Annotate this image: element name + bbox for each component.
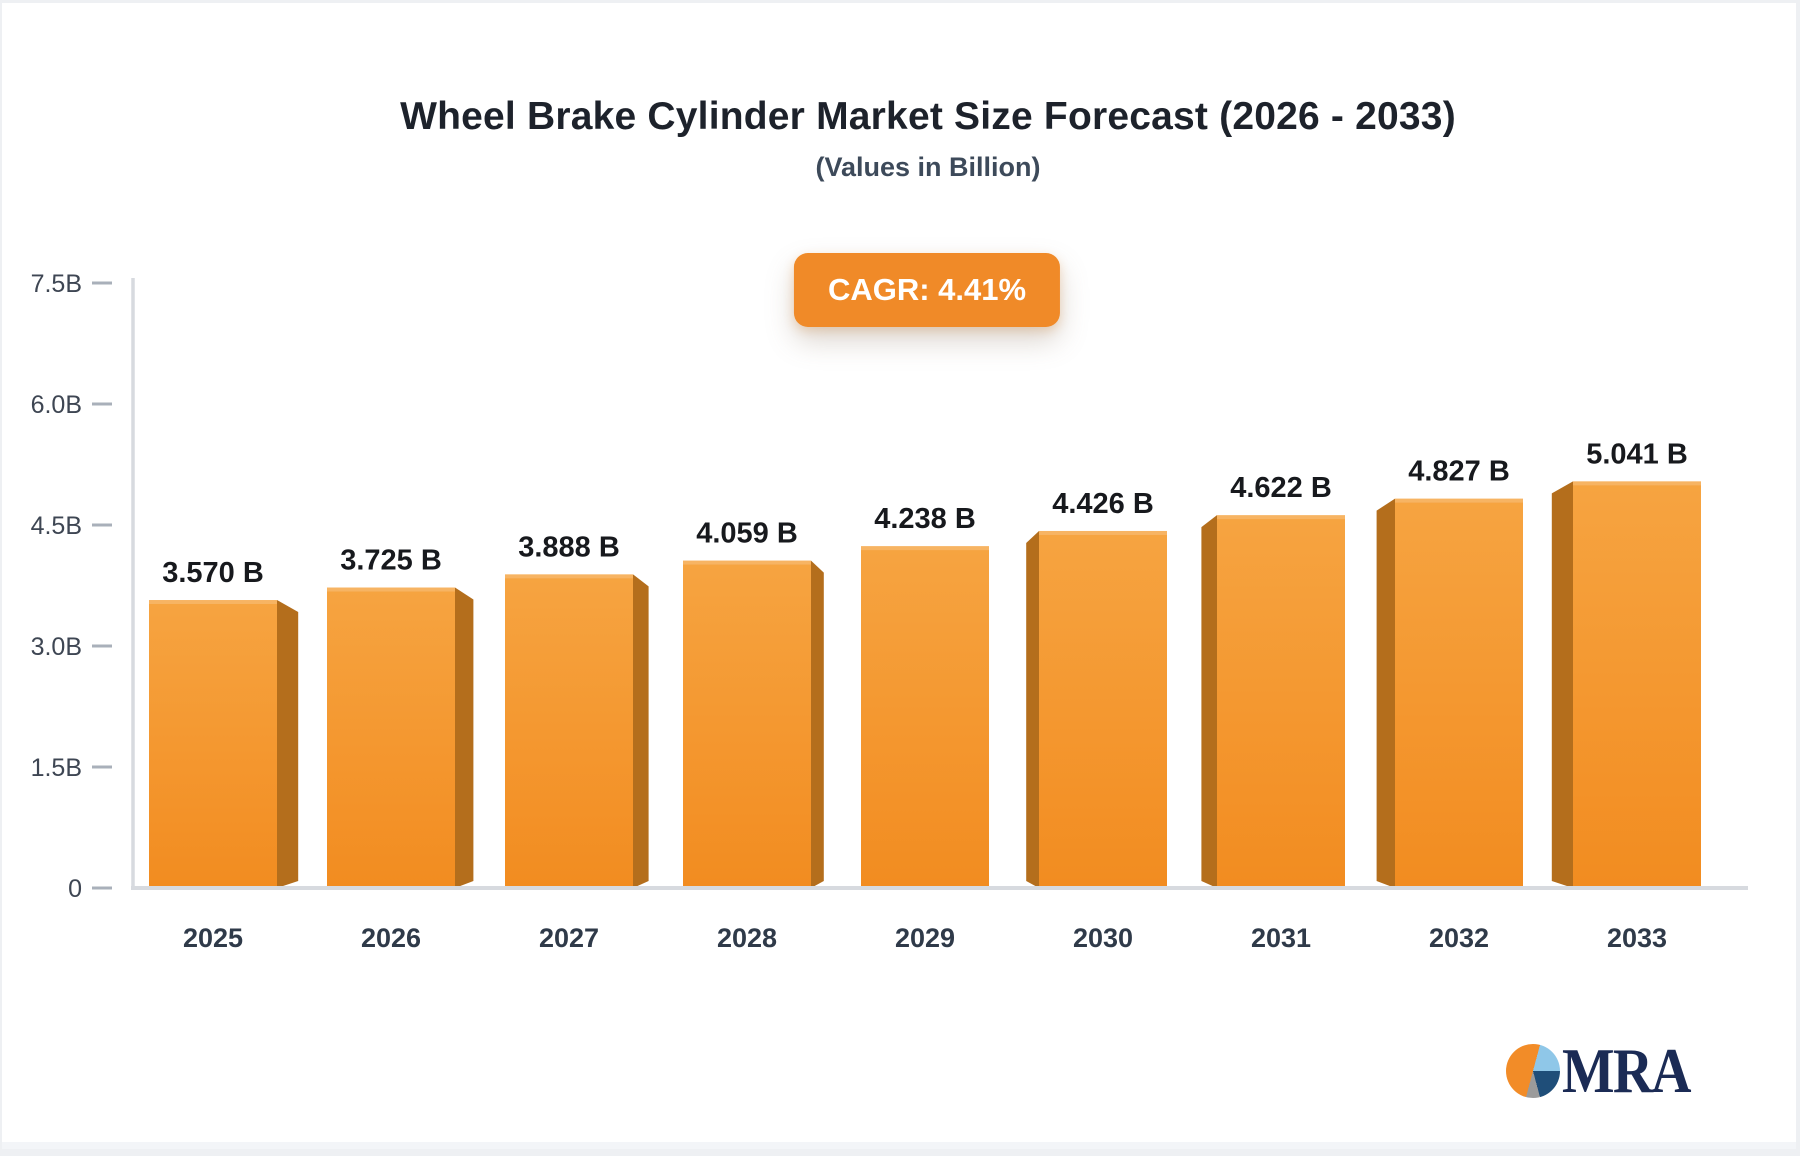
bar-front-face bbox=[327, 587, 455, 888]
bar-value-label: 4.238 B bbox=[874, 503, 976, 535]
y-axis-label: 3.0B bbox=[31, 633, 82, 661]
bar-2033: 5.041 B 2033 bbox=[1551, 438, 1701, 953]
cagr-badge-label: CAGR: 4.41% bbox=[827, 272, 1027, 307]
bar-top-highlight bbox=[327, 587, 455, 592]
bar-top-highlight bbox=[1217, 515, 1345, 520]
x-axis-label: 2029 bbox=[895, 923, 955, 953]
bar-front-face bbox=[505, 574, 633, 888]
bar-value-label: 3.725 B bbox=[340, 545, 442, 577]
y-axis-label: 0 bbox=[68, 875, 82, 903]
bar-front-face bbox=[1039, 530, 1167, 888]
x-axis-label: 2028 bbox=[717, 923, 777, 953]
mra-logo: MRA bbox=[1506, 1039, 1709, 1103]
x-axis-label: 2032 bbox=[1429, 923, 1489, 953]
bar-2032: 4.827 B 2032 bbox=[1376, 456, 1523, 953]
bar-side-face bbox=[1376, 498, 1395, 888]
bar-2031: 4.622 B 2031 bbox=[1201, 472, 1345, 953]
y-axis-label: 6.0B bbox=[31, 391, 82, 419]
y-axis-label: 1.5B bbox=[31, 754, 82, 782]
bar-value-label: 4.622 B bbox=[1230, 472, 1332, 504]
bar-2030: 4.426 B 2030 bbox=[1026, 488, 1167, 953]
pie-chart-logo-icon bbox=[1506, 1044, 1560, 1098]
bar-front-face bbox=[149, 600, 277, 888]
bar-value-label: 5.041 B bbox=[1586, 438, 1688, 470]
bar-front-face bbox=[861, 546, 989, 888]
bar-side-face bbox=[277, 600, 299, 888]
bar-side-face bbox=[1551, 481, 1573, 888]
bar-2029: 4.238 B 2029 bbox=[861, 503, 989, 953]
bar-side-face bbox=[633, 574, 649, 888]
bar-value-label: 3.570 B bbox=[162, 557, 264, 589]
bar-2025: 3.570 B 2025 bbox=[149, 557, 299, 953]
cagr-badge: CAGR: 4.41% bbox=[793, 253, 1061, 327]
bar-top-highlight bbox=[1573, 481, 1701, 486]
bar-top-highlight bbox=[505, 574, 633, 579]
bar-2027: 3.888 B 2027 bbox=[505, 531, 649, 953]
x-axis-label: 2025 bbox=[183, 923, 243, 953]
x-axis-label: 2026 bbox=[361, 923, 421, 953]
bar-top-highlight bbox=[861, 546, 989, 551]
x-axis-label: 2031 bbox=[1251, 923, 1311, 953]
bar-value-label: 4.827 B bbox=[1408, 456, 1510, 488]
bar-value-label: 3.888 B bbox=[518, 531, 620, 563]
bar-2026: 3.725 B 2026 bbox=[327, 545, 474, 953]
bar-side-face bbox=[1201, 515, 1217, 888]
x-axis-label: 2030 bbox=[1073, 923, 1133, 953]
card-bottom-edge bbox=[2, 1142, 1796, 1149]
bar-side-face bbox=[1026, 530, 1039, 888]
bar-front-face bbox=[1573, 481, 1701, 888]
bar-top-highlight bbox=[1039, 530, 1167, 535]
bar-top-highlight bbox=[149, 600, 277, 605]
bar-2028: 4.059 B 2028 bbox=[683, 518, 824, 953]
bar-top-highlight bbox=[683, 560, 811, 565]
x-axis-label: 2027 bbox=[539, 923, 599, 953]
bar-front-face bbox=[1395, 498, 1523, 888]
chart-card: Wheel Brake Cylinder Market Size Forecas… bbox=[2, 3, 1796, 1149]
x-axis-label: 2033 bbox=[1607, 923, 1667, 953]
bar-side-face bbox=[811, 560, 824, 888]
bar-top-highlight bbox=[1395, 498, 1523, 503]
bar-front-face bbox=[1217, 515, 1345, 888]
y-axis-label: 7.5B bbox=[31, 270, 82, 298]
mra-logo-text: MRA bbox=[1562, 1035, 1691, 1106]
bar-front-face bbox=[683, 560, 811, 888]
bar-value-label: 4.059 B bbox=[696, 518, 798, 550]
bar-value-label: 4.426 B bbox=[1052, 488, 1154, 520]
bar-side-face bbox=[455, 587, 474, 888]
y-axis-label: 4.5B bbox=[31, 512, 82, 540]
